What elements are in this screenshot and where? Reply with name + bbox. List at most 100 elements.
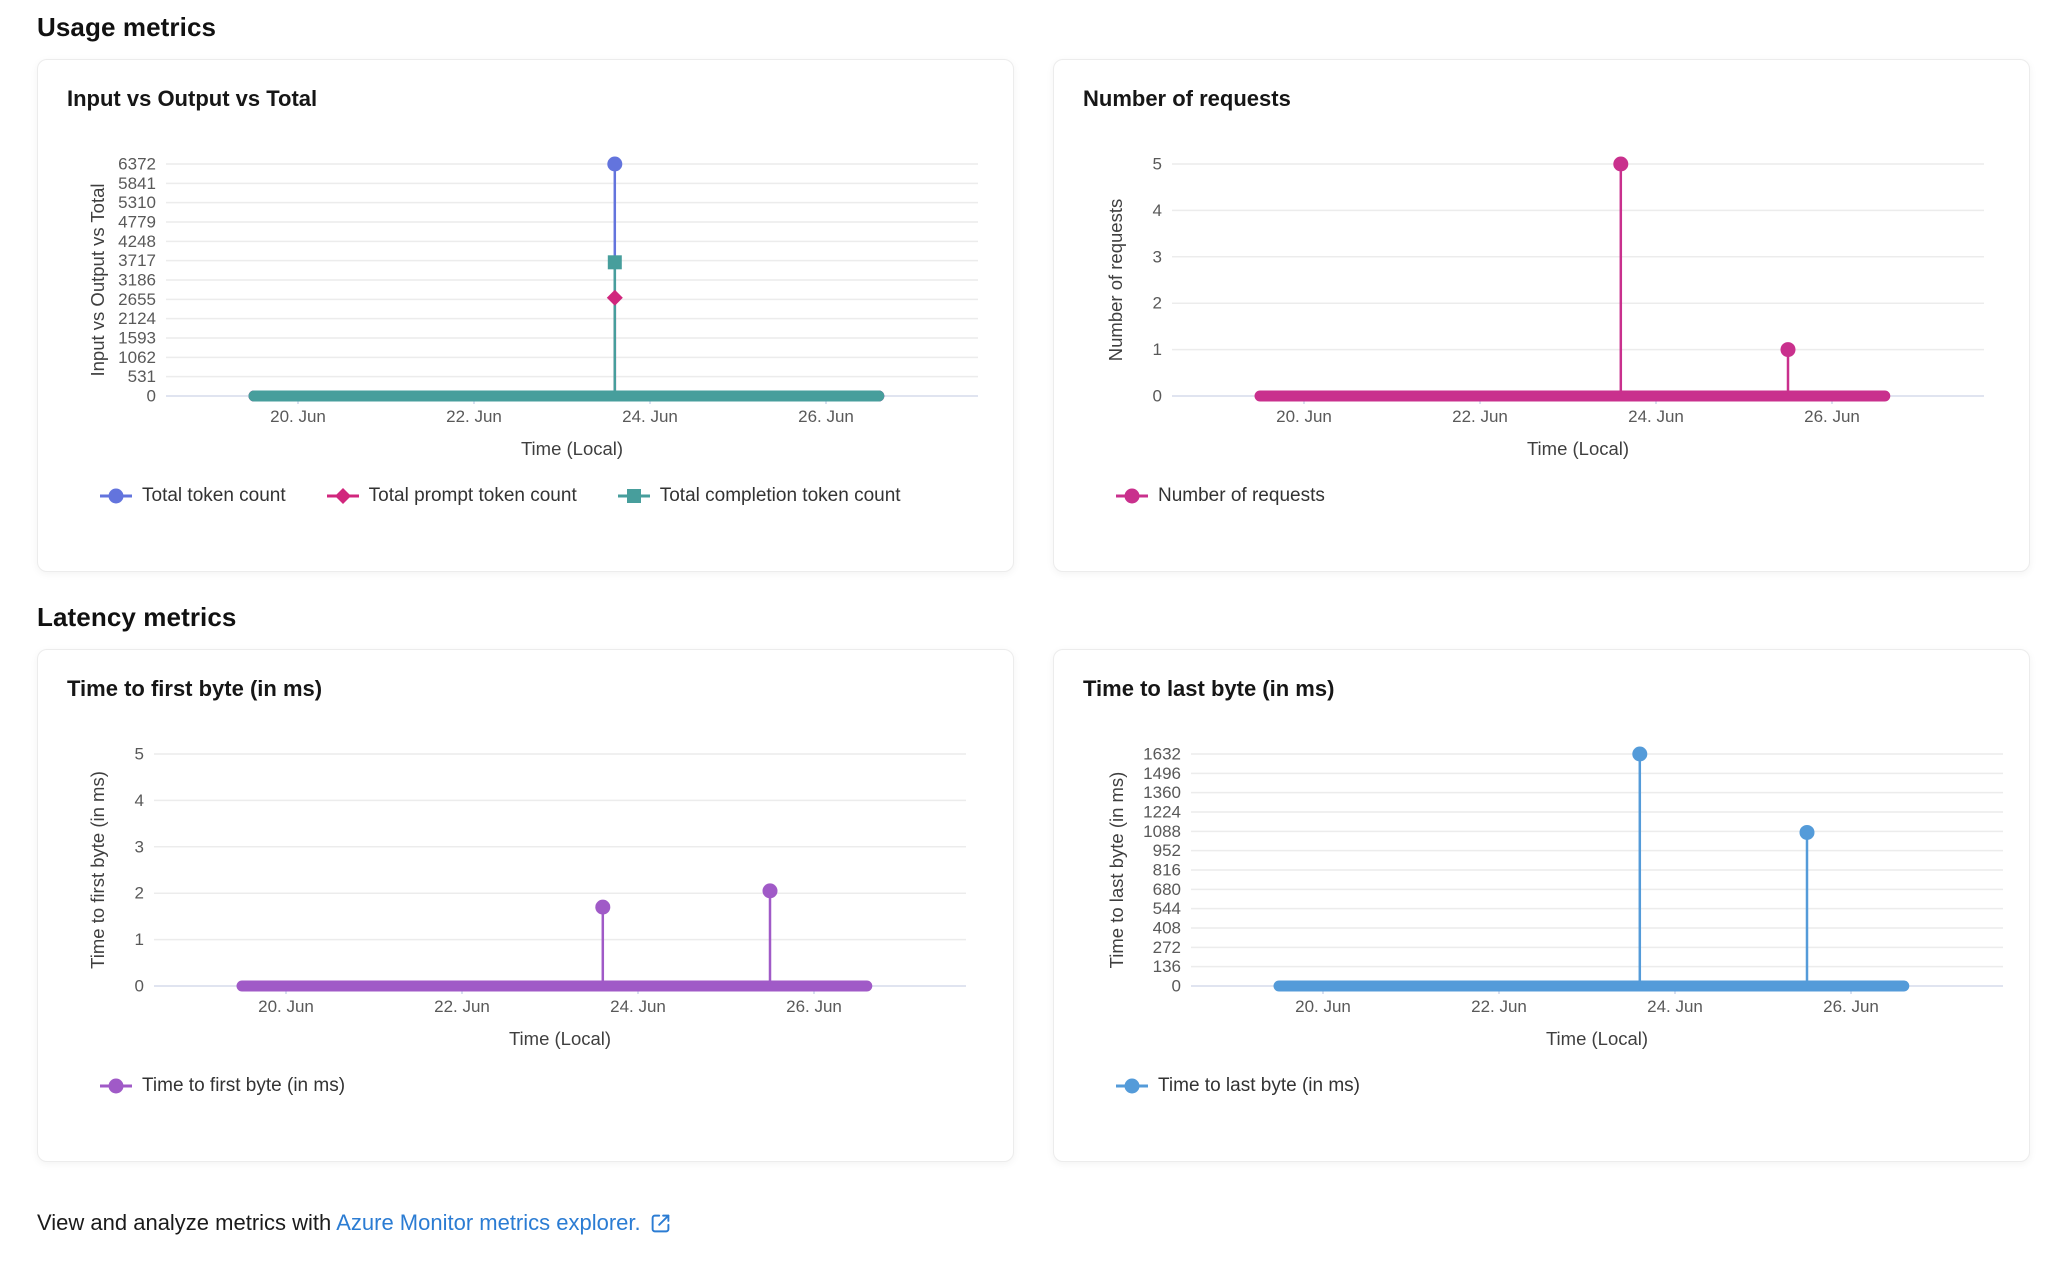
legend-item[interactable]: Number of requests <box>1115 485 1325 507</box>
x-tick-label: 24. Jun <box>610 997 666 1016</box>
y-tick-label: 0 <box>147 387 156 406</box>
y-tick-label: 3717 <box>118 251 156 270</box>
data-point-marker <box>108 1078 124 1094</box>
diamond-legend-marker-icon <box>326 488 359 504</box>
x-axis-title: Time (Local) <box>1546 1028 1648 1049</box>
y-axis-title: Time to last byte (in ms) <box>1106 772 1127 969</box>
x-tick-label: 24. Jun <box>1628 407 1684 426</box>
chart-title-input-output-total: Input vs Output vs Total <box>67 86 318 111</box>
chart-legend-time-to-first-byte: Time to first byte (in ms) <box>67 1075 1013 1097</box>
data-point-marker[interactable] <box>1780 342 1796 358</box>
y-tick-label: 0 <box>1172 977 1181 996</box>
y-tick-label: 3 <box>1153 247 1162 266</box>
time-to-first-byte-chart-canvas: 0 1 2 3 4 5 Time to first byte (in ms) 20. Jun 2… <box>87 745 966 1049</box>
metrics-dashboard: Usage metrics Input vs Output vs Total 0… <box>37 12 2030 1236</box>
legend-item[interactable]: Total completion token count <box>617 485 901 507</box>
x-tick-label: 20. Jun <box>1295 997 1351 1016</box>
y-tick-label: 2655 <box>118 290 156 309</box>
data-point-marker <box>1124 488 1140 504</box>
legend-label: Total prompt token count <box>368 485 577 506</box>
legend-label: Time to first byte (in ms) <box>142 1075 346 1096</box>
data-point-marker[interactable] <box>1613 156 1629 172</box>
data-point-marker[interactable] <box>607 255 622 270</box>
y-tick-label: 680 <box>1153 880 1181 899</box>
data-point-marker[interactable] <box>1799 824 1815 840</box>
usage-cards-row: Input vs Output vs Total 0 531 1062 1593 212… <box>37 59 2030 572</box>
data-point-marker[interactable] <box>606 289 623 306</box>
data-point-marker[interactable] <box>762 883 778 899</box>
y-tick-label: 0 <box>1153 387 1162 406</box>
y-tick-label: 531 <box>128 367 156 386</box>
y-tick-label: 544 <box>1153 899 1181 918</box>
x-axis-title: Time (Local) <box>1527 438 1629 459</box>
x-tick-label: 22. Jun <box>446 407 502 426</box>
x-tick-label: 26. Jun <box>1823 997 1879 1016</box>
section-heading-latency: Latency metrics <box>37 602 237 632</box>
y-tick-label: 2 <box>135 884 144 903</box>
y-axis-title: Number of requests <box>1105 199 1126 361</box>
y-tick-label: 3 <box>135 837 144 856</box>
data-point-marker[interactable] <box>607 156 623 172</box>
y-axis-title: Time to first byte (in ms) <box>87 771 108 969</box>
x-tick-label: 24. Jun <box>1647 997 1703 1016</box>
y-tick-label: 1593 <box>118 329 156 348</box>
time-to-last-byte-chart-canvas: 0136272408544680816952108812241360149616… <box>1106 745 2003 1049</box>
section-heading-usage: Usage metrics <box>37 12 217 42</box>
y-tick-label: 952 <box>1153 841 1181 860</box>
y-tick-label: 1224 <box>1143 803 1181 822</box>
y-tick-label: 4779 <box>118 213 156 232</box>
chart-title-time-to-last-byte: Time to last byte (in ms) <box>1083 676 1335 701</box>
y-tick-label: 5 <box>135 745 144 764</box>
metric-card-time-to-first-byte: Time to first byte (in ms) 0 1 2 3 4 5 Time to… <box>37 649 1014 1162</box>
data-point-marker <box>108 488 124 504</box>
circle-legend-marker-icon <box>1116 1078 1148 1094</box>
y-tick-label: 816 <box>1153 861 1181 880</box>
y-tick-label: 272 <box>1153 938 1181 957</box>
chart-legend-input-output-total: Total token count Total prompt token coun… <box>67 485 1013 507</box>
data-point-marker[interactable] <box>595 899 611 915</box>
metric-card-input-output-total: Input vs Output vs Total 0 531 1062 1593 212… <box>37 59 1014 572</box>
footer-note: View and analyze metrics with Azure Moni… <box>37 1210 2030 1236</box>
legend-item[interactable]: Time to last byte (in ms) <box>1115 1075 1360 1097</box>
chart-title-number-of-requests: Number of requests <box>1083 86 1291 111</box>
legend-item[interactable]: Time to first byte (in ms) <box>99 1075 345 1097</box>
y-axis-title: Input vs Output vs Total <box>87 184 108 377</box>
y-tick-label: 1632 <box>1143 745 1181 764</box>
x-axis-title: Time (Local) <box>521 438 623 459</box>
circle-legend-marker-icon <box>100 488 132 504</box>
x-tick-label: 20. Jun <box>1276 407 1332 426</box>
x-tick-label: 26. Jun <box>786 997 842 1016</box>
x-tick-label: 24. Jun <box>622 407 678 426</box>
footer-text: View and analyze metrics with <box>37 1210 332 1235</box>
x-tick-label: 22. Jun <box>434 997 490 1016</box>
y-tick-label: 1 <box>135 930 144 949</box>
azure-monitor-link[interactable]: Azure Monitor metrics explorer. <box>336 1210 670 1235</box>
y-tick-label: 136 <box>1153 957 1181 976</box>
y-tick-label: 408 <box>1153 919 1181 938</box>
chart-title-time-to-first-byte: Time to first byte (in ms) <box>67 676 323 701</box>
x-tick-label: 22. Jun <box>1471 997 1527 1016</box>
chart-legend-time-to-last-byte: Time to last byte (in ms) <box>1083 1075 2029 1097</box>
metric-card-number-of-requests: Number of requests 0 1 2 3 4 5 Number of reque… <box>1053 59 2030 572</box>
number-of-requests-chart-canvas: 0 1 2 3 4 5 Number of requests 20. Jun 22. Jun 24… <box>1105 155 1984 459</box>
y-tick-label: 5841 <box>118 174 156 193</box>
x-tick-label: 22. Jun <box>1452 407 1508 426</box>
legend-label: Time to last byte (in ms) <box>1158 1075 1361 1096</box>
data-point-marker <box>626 489 641 503</box>
latency-cards-row: Time to first byte (in ms) 0 1 2 3 4 5 Time to… <box>37 649 2030 1162</box>
y-tick-label: 1496 <box>1143 764 1181 783</box>
y-tick-label: 1062 <box>118 348 156 367</box>
x-tick-label: 26. Jun <box>1804 407 1860 426</box>
data-point-marker <box>1124 1078 1140 1094</box>
chart-legend-number-of-requests: Number of requests <box>1083 485 2029 507</box>
legend-item[interactable]: Total prompt token count <box>326 485 577 507</box>
external-link-icon <box>651 1214 669 1233</box>
data-point-marker[interactable] <box>1632 746 1648 762</box>
y-tick-label: 0 <box>135 977 144 996</box>
y-tick-label: 4248 <box>118 232 156 251</box>
y-tick-label: 1 <box>1153 340 1162 359</box>
legend-item[interactable]: Total token count <box>99 485 286 507</box>
azure-monitor-link-label[interactable]: Azure Monitor metrics explorer. <box>336 1210 641 1235</box>
y-tick-label: 5 <box>1153 155 1162 174</box>
x-axis-title: Time (Local) <box>509 1028 611 1049</box>
